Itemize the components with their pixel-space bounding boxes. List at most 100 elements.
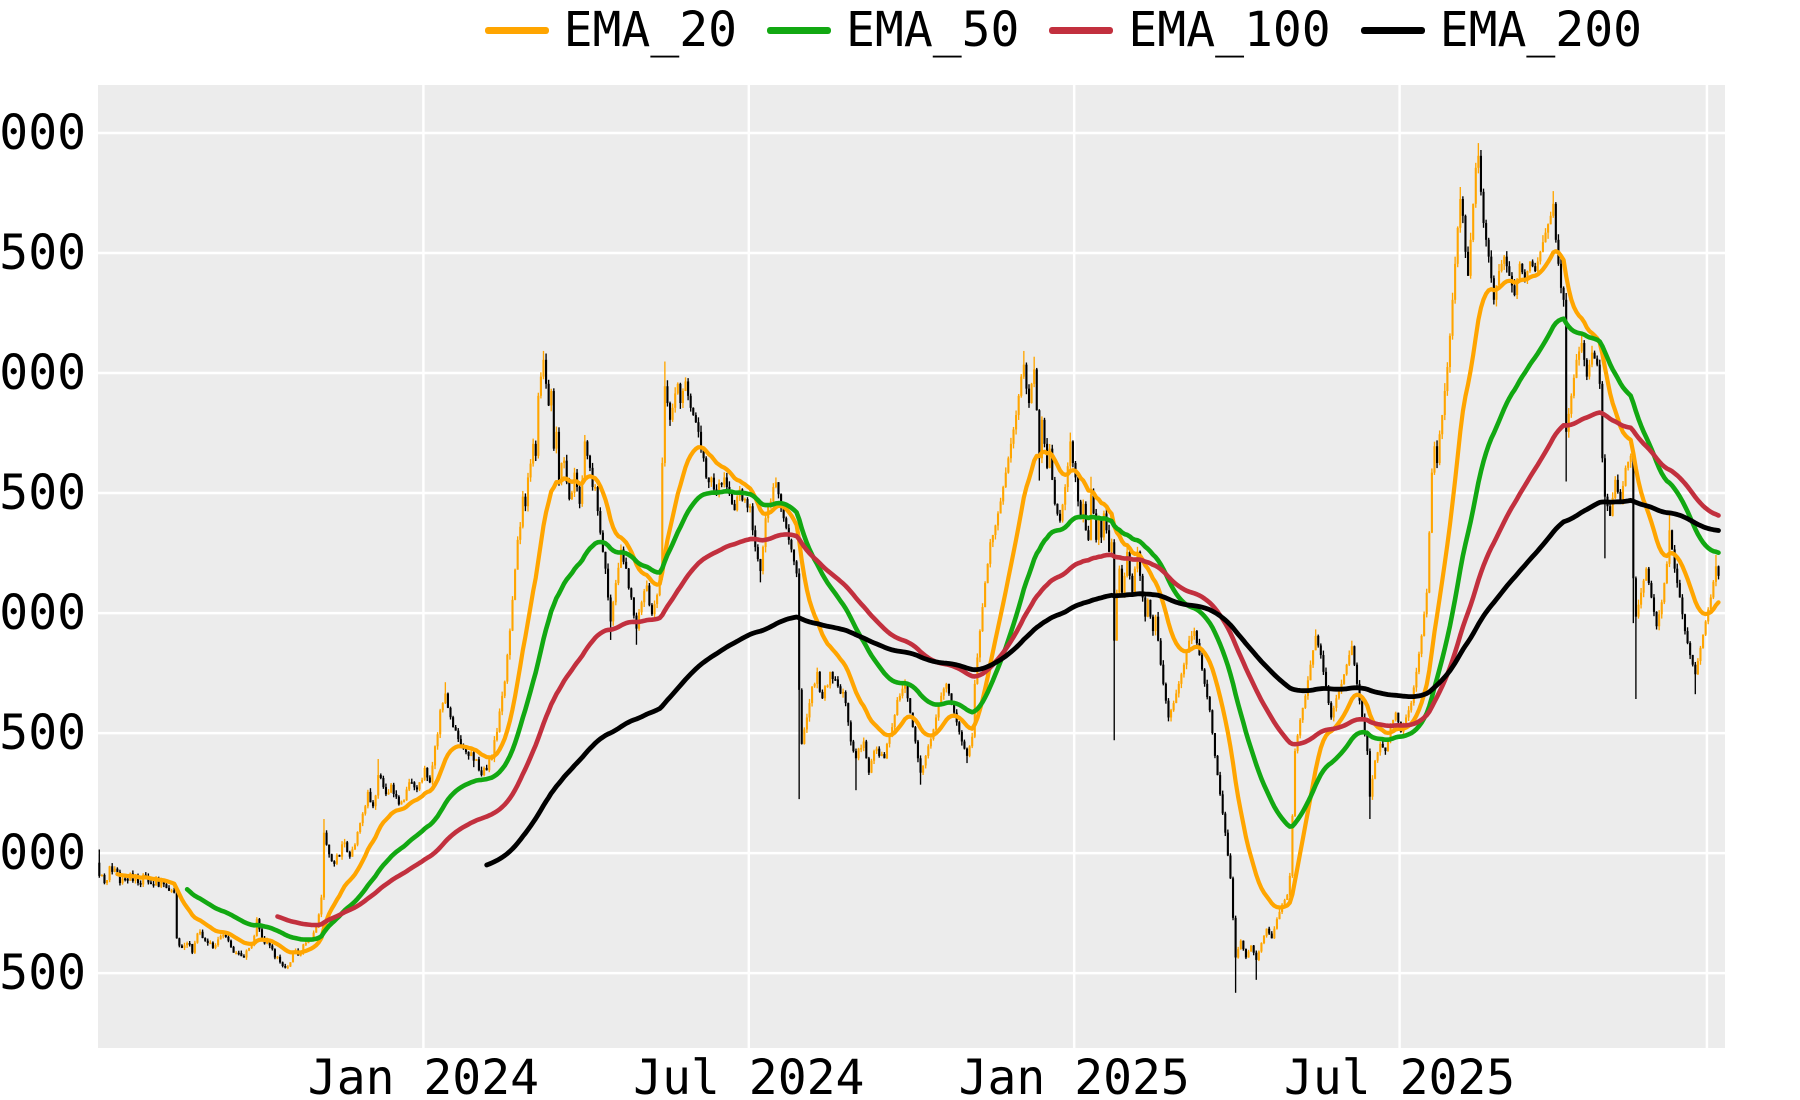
- candle-body: [1211, 710, 1214, 734]
- candle-body: [1694, 664, 1697, 675]
- candle-body: [847, 703, 850, 723]
- candle-body: [175, 892, 178, 939]
- candle-body: [124, 878, 127, 881]
- candle-body: [989, 542, 992, 564]
- candle-body: [188, 943, 191, 945]
- candle-body: [663, 386, 666, 464]
- candle-body: [1562, 287, 1565, 300]
- candle-body: [346, 842, 349, 853]
- candle-body: [834, 679, 837, 681]
- candle-body: [1531, 261, 1534, 267]
- legend-label: EMA_200: [1439, 2, 1642, 58]
- candle-body: [470, 752, 473, 756]
- candle-body: [459, 739, 462, 746]
- candle-body: [222, 934, 225, 937]
- candle-body: [1337, 691, 1340, 699]
- candle-body: [981, 607, 984, 632]
- legend-label: EMA_50: [846, 2, 1020, 58]
- candle-body: [1565, 299, 1568, 432]
- candle-body: [666, 386, 669, 404]
- candle-body: [483, 767, 486, 776]
- candle-body: [1650, 583, 1653, 598]
- candle-body: [1133, 568, 1136, 593]
- candle-body: [821, 691, 824, 699]
- candle-body: [488, 759, 491, 771]
- candle-body: [395, 793, 398, 797]
- candle-body: [289, 962, 292, 967]
- candle-body: [1149, 599, 1152, 617]
- candle-body: [1709, 597, 1712, 610]
- candle-body: [1273, 928, 1276, 939]
- candle-body: [1355, 664, 1359, 684]
- candle-body: [1022, 364, 1025, 377]
- candle-body: [630, 588, 633, 598]
- candle-body: [1146, 599, 1149, 617]
- candle-body: [653, 604, 656, 615]
- candle-body: [1250, 945, 1253, 952]
- candle-body: [1309, 664, 1312, 681]
- candle-body: [1348, 655, 1351, 665]
- candle-body: [583, 441, 586, 480]
- candle-body: [872, 751, 876, 761]
- candle-body: [1640, 592, 1643, 605]
- candle-body: [408, 782, 411, 790]
- candle-body: [1433, 446, 1436, 473]
- candle-body: [1572, 377, 1575, 396]
- candle-body: [1159, 640, 1162, 665]
- candle-body: [198, 931, 202, 934]
- candle-body: [214, 945, 217, 948]
- candle-body: [1175, 693, 1178, 704]
- candle-body: [854, 751, 858, 759]
- candle-body: [1451, 299, 1454, 336]
- candle-body: [963, 741, 966, 749]
- candle-body: [353, 844, 357, 850]
- candle-body: [1017, 395, 1020, 416]
- candle-body: [1087, 530, 1090, 540]
- candle-body: [1544, 232, 1547, 243]
- candle-body: [865, 741, 868, 759]
- candle-body: [1665, 563, 1668, 584]
- candle-body: [826, 685, 829, 687]
- candle-body: [1647, 568, 1650, 584]
- candle-body: [356, 832, 359, 845]
- candle-body: [444, 693, 447, 704]
- candle-body: [446, 693, 449, 708]
- candle-body: [1025, 364, 1028, 389]
- candle-body: [1322, 655, 1325, 672]
- candle-body: [1536, 261, 1539, 272]
- candle-body: [1430, 472, 1433, 533]
- candle-body: [1670, 530, 1674, 550]
- candle-body: [836, 679, 839, 687]
- candle-body: [679, 383, 682, 404]
- candle-body: [1681, 597, 1684, 615]
- candle-body: [1611, 497, 1614, 516]
- candle-body: [1428, 532, 1431, 593]
- candle-body: [441, 703, 444, 711]
- candle-body: [1552, 203, 1555, 216]
- legend-label: EMA_20: [563, 2, 738, 58]
- candle-body: [565, 460, 568, 483]
- candle-body: [958, 722, 961, 732]
- candle-body: [1446, 367, 1449, 392]
- x-tick-label: Jan 2025: [959, 1050, 1190, 1100]
- candle-body: [803, 729, 806, 744]
- candle-body: [774, 482, 777, 488]
- candle-body: [697, 422, 700, 432]
- candle-body: [1221, 794, 1224, 814]
- candle-body: [808, 703, 811, 718]
- candle-body: [279, 956, 282, 963]
- candle-body: [1629, 455, 1632, 462]
- candle-body: [1521, 263, 1524, 273]
- candle-body: [439, 710, 442, 735]
- candle-body: [1516, 279, 1519, 296]
- candle-body: [945, 683, 948, 689]
- candle-body: [986, 563, 989, 584]
- candle-body: [232, 946, 235, 953]
- candle-body: [852, 741, 855, 752]
- y-tick-label: 2000: [0, 825, 86, 881]
- candle-body: [178, 938, 181, 946]
- candle-body: [934, 717, 938, 730]
- candle-body: [1113, 542, 1116, 641]
- candle-body: [1404, 717, 1408, 725]
- candle-body: [136, 876, 140, 884]
